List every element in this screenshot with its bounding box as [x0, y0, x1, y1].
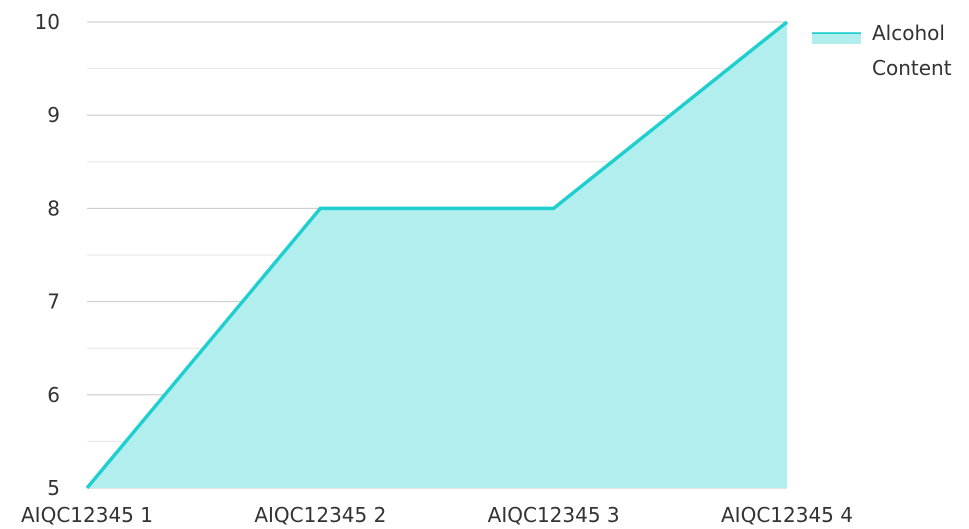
x-tick-label: AIQC12345 2: [254, 503, 386, 527]
x-tick-label: AIQC12345 1: [21, 503, 153, 527]
legend-label-line-2: Content: [872, 56, 952, 80]
y-tick-label: 9: [47, 103, 60, 127]
series-line: [85, 20, 789, 490]
x-tick-label: AIQC12345 3: [488, 503, 620, 527]
x-tick-label: AIQC12345 4: [721, 503, 853, 527]
legend-label-line-1: Alcohol: [872, 21, 945, 45]
y-tick-label: 5: [47, 476, 60, 500]
y-tick-label: 10: [35, 10, 60, 34]
y-tick-label: 6: [47, 383, 60, 407]
y-tick-label: 8: [47, 196, 60, 220]
legend-swatch-fill: [812, 34, 861, 44]
x-axis: AIQC12345 1 AIQC12345 2 AIQC12345 3 AIQC123…: [21, 503, 853, 527]
area-series: [85, 20, 789, 490]
y-axis: 5 6 7 8 9 10: [35, 10, 60, 500]
legend: Alcohol Content: [812, 21, 952, 80]
series-area-fill: [87, 22, 787, 488]
y-tick-label: 7: [47, 290, 60, 314]
